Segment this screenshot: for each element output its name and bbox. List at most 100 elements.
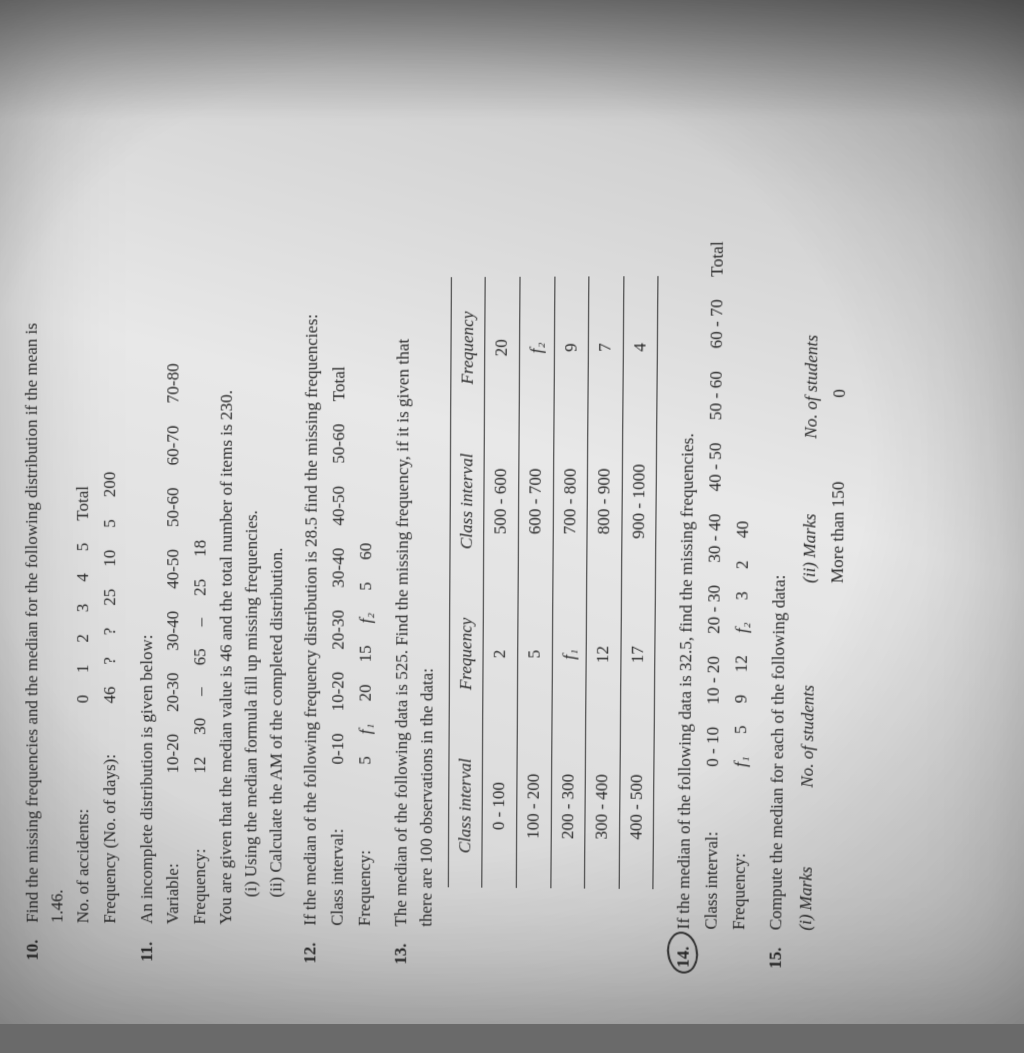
q13-c: 0 - 100 (482, 724, 517, 887)
q12-body: If the median of the following frequency… (299, 25, 383, 927)
q11-row2: Frequency: 12 30 – 65 – 25 18 (188, 26, 214, 924)
q13-text-a: The median of the following data is 525.… (391, 339, 413, 927)
table-row: 0 - 1002500 - 60020 (482, 277, 520, 888)
q14-r2-2: 9 (729, 672, 755, 703)
q11-i: (i) Using the median formula fill up mis… (239, 26, 266, 897)
q12-r1-5: 50-60 (327, 401, 352, 463)
q11-r1-0: 10-20 (161, 712, 186, 774)
q13-number: 13. (389, 931, 414, 965)
q10-text-a: Find the missing frequencies and the med… (22, 323, 42, 923)
q10-r2-c0: 46 (98, 665, 123, 704)
q13-c: 500 - 600 (484, 419, 519, 584)
q15-text: Compute the median for each of the follo… (766, 575, 789, 931)
q13-h1: Frequency (449, 583, 484, 724)
q10-r1-c6: Total (71, 464, 96, 521)
q13-c: 800 - 900 (587, 419, 623, 584)
q12-row1: Class interval: 0-10 10-20 20-30 30-40 4… (326, 25, 354, 926)
q15-extra-val: 0 (827, 367, 853, 398)
q14-row1-label: Class interval: (699, 767, 726, 930)
q11-r2-2: – (188, 665, 213, 696)
q14-r1-1: 10 - 20 (701, 634, 727, 705)
q13-c: 4 (623, 276, 659, 419)
q15-number: 15. (764, 934, 790, 968)
q13-c: 17 (620, 584, 656, 725)
table-row: 300 - 40012800 - 9007 (585, 276, 624, 889)
q13-text-b: there are 100 observations in the data: (416, 668, 436, 927)
q14-r1-7: Total (705, 219, 731, 277)
q11-ii: (ii) Calculate the AM of the completed d… (264, 26, 291, 898)
q14-r1-4: 40 - 50 (703, 420, 729, 491)
q15-extra: More than 150 (825, 398, 853, 584)
q13-c: 12 (586, 584, 622, 725)
q11-r2-4: – (188, 596, 213, 627)
q12-r2-1: f₁ (353, 701, 378, 734)
q10-r1-c1: 1 (71, 643, 96, 673)
q10-body: Find the missing frequencies and the med… (19, 27, 125, 923)
q12-r1-2: 20-30 (326, 588, 351, 650)
q13-c: 9 (554, 276, 590, 419)
q13-c: f₁ (551, 584, 586, 725)
q11-row1: Variable: 10-20 20-30 30-40 40-50 50-60 … (161, 27, 186, 925)
q11-r2-1: 30 (188, 696, 213, 735)
q13-c: 100 - 200 (516, 725, 551, 888)
q11-r1-3: 40-50 (161, 527, 186, 589)
q13-c: 7 (588, 276, 624, 419)
q13-table-header: Class interval Frequency Class interval … (448, 277, 485, 888)
q11-r2-3: 65 (188, 626, 213, 665)
q11-r1-1: 20-30 (161, 650, 186, 712)
q11-body: An incomplete distribution is given belo… (135, 26, 291, 926)
q13-c: 600 - 700 (518, 419, 553, 584)
q11-r2-0: 12 (188, 735, 213, 774)
q10-r2-c5: 5 (98, 497, 123, 528)
table-row: 400 - 50017900 - 10004 (619, 276, 658, 889)
q13-c: 700 - 800 (552, 419, 588, 584)
q14-r1-5: 50 - 60 (704, 348, 730, 420)
q10-text-b: 1.46. (47, 889, 66, 923)
q15-body: Compute the median for each of the follo… (764, 19, 859, 931)
q12-text: If the median of the following frequency… (301, 314, 322, 926)
q10-r1-c0: 0 (71, 673, 96, 703)
q15-ii-label: (ii) Marks (797, 439, 824, 584)
q14-r2-0: f₁ (728, 734, 754, 767)
q10-row2-label: Frequency (No. of days): (98, 703, 123, 923)
page-content: 10. Find the missing frequencies and the… (19, 15, 1024, 972)
q13-c: 400 - 500 (619, 725, 655, 889)
q11-row1-label: Variable: (161, 773, 186, 924)
q14-number: 14. (672, 933, 698, 967)
question-11: 11. An incomplete distribution is given … (135, 24, 291, 963)
q12-r1-1: 10-20 (326, 650, 351, 712)
q12-r2-2: 20 (353, 662, 378, 701)
q14-r1-6: 60 - 70 (704, 277, 730, 349)
q10-number: 10. (21, 927, 46, 961)
q11-given: You are given that the median value is 4… (215, 26, 241, 925)
q13-c: 900 - 1000 (621, 419, 657, 584)
q14-row2-label: Frequency: (727, 767, 754, 930)
question-15: 15. Compute the median for each of the f… (764, 17, 859, 969)
q12-r1-4: 40-50 (327, 464, 352, 526)
q15-ii-header: No. of students (799, 312, 826, 438)
q13-body: The median of the following data is 525.… (389, 21, 669, 929)
q12-row2: Frequency: 5 f₁ 20 15 f₂ 5 60 (352, 25, 380, 927)
q14-r1-0: 0 - 10 (701, 705, 727, 767)
q12-row1-label: Class interval: (326, 764, 351, 926)
q10-row1: No. of accidents: 0 1 2 3 4 5 Total (71, 28, 96, 924)
q15-spacer (821, 788, 848, 931)
scanned-page: 10. Find the missing frequencies and the… (0, 0, 1024, 1024)
question-13: 13. The median of the following data is … (389, 20, 669, 968)
q10-r1-c5: 5 (71, 521, 96, 552)
q11-row2-label: Frequency: (188, 773, 213, 924)
q15-i-header: No. of students (795, 583, 823, 788)
q11-r2-6: 18 (188, 518, 213, 557)
table-row: 200 - 300f₁700 - 8009 (550, 276, 589, 888)
question-14: 14. If the median of the following data … (672, 18, 763, 968)
q10-row1-label: No. of accidents: (71, 703, 96, 923)
q12-r1-6: Total (327, 344, 352, 401)
q12-r2-0: 5 (353, 734, 378, 765)
q10-r2-c6: 200 (98, 450, 123, 498)
q14-r2-4: f₂ (729, 600, 755, 633)
q13-c: 5 (517, 584, 552, 725)
q12-r2-3: 15 (353, 623, 378, 662)
q13-c: 200 - 300 (550, 725, 585, 889)
q14-r2-1: 5 (728, 703, 754, 734)
q13-h3: Frequency (450, 277, 485, 419)
